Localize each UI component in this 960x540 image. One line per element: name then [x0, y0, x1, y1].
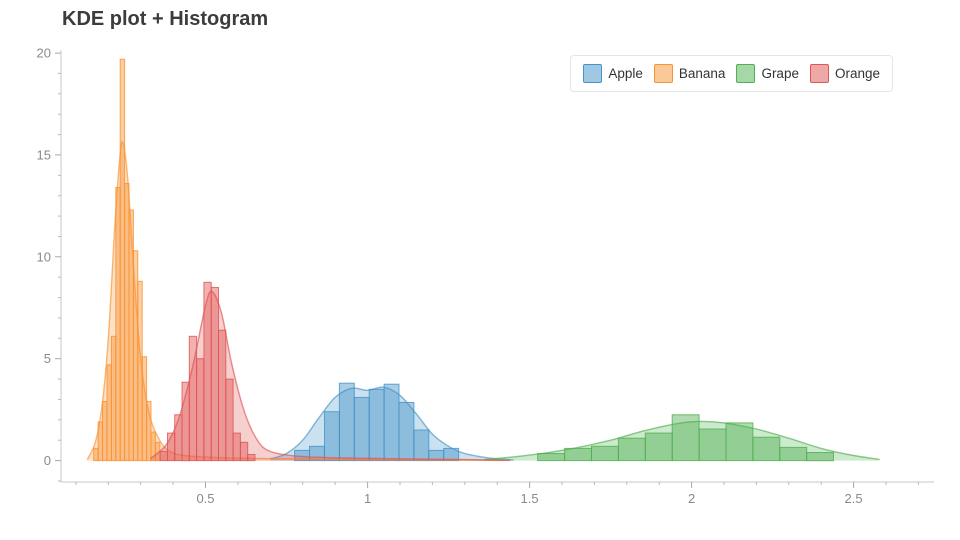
y-tick-label: 10	[37, 249, 51, 264]
x-tick-label: 0.5	[196, 491, 214, 506]
histogram-bar	[698, 428, 727, 462]
kde-curve-banana	[86, 141, 504, 462]
legend-item-orange[interactable]: Orange	[809, 64, 880, 83]
histogram-bar	[225, 378, 234, 462]
y-tick-label: 5	[44, 351, 51, 366]
y-tick-label: 0	[44, 453, 51, 468]
kde-area-orange	[150, 291, 511, 461]
histogram-bar	[725, 422, 754, 462]
legend-label: Apple	[608, 66, 643, 81]
legend-item-banana[interactable]: Banana	[653, 64, 726, 83]
legend-swatch-apple	[583, 64, 603, 83]
axes: 0.5 1 1.5 2 2.5 0 5 10 15 20	[37, 46, 934, 506]
series-banana	[86, 58, 504, 462]
y-tick-label: 15	[37, 147, 51, 162]
legend-swatch-orange	[809, 64, 829, 83]
histogram-bars-apple	[294, 382, 460, 462]
x-tick-label: 1	[364, 491, 371, 506]
legend: Apple Banana Grape Orange	[570, 55, 893, 92]
legend-item-grape[interactable]: Grape	[736, 64, 799, 83]
histogram-bar	[146, 401, 152, 462]
legend-label: Grape	[761, 66, 799, 81]
series-apple	[270, 382, 514, 462]
kde-area-apple	[270, 387, 514, 461]
histogram-bar	[806, 452, 834, 462]
histogram-bars-orange	[159, 281, 256, 462]
x-tick-label: 2	[688, 491, 695, 506]
histogram-bar	[413, 429, 430, 462]
x-tick-label: 2.5	[845, 491, 863, 506]
kde-area-grape	[484, 421, 880, 461]
kde-curve-grape	[484, 420, 880, 461]
histogram-bar	[239, 441, 249, 462]
y-tick-label: 20	[37, 46, 51, 61]
legend-swatch-banana	[653, 64, 673, 83]
legend-swatch-grape	[736, 64, 756, 83]
histogram-bar	[671, 414, 700, 462]
kde-curve-apple	[270, 386, 514, 461]
histogram-bar	[247, 454, 256, 462]
legend-item-apple[interactable]: Apple	[583, 64, 643, 83]
legend-label: Orange	[834, 66, 880, 81]
series-grape	[484, 414, 880, 462]
series-orange	[149, 281, 511, 462]
x-tick-label: 1.5	[521, 491, 539, 506]
histogram-bars-banana	[93, 58, 161, 462]
kde-area-banana	[87, 141, 504, 461]
histogram-bars-grape	[537, 414, 834, 462]
chart-title: KDE plot + Histogram	[62, 8, 269, 30]
histogram-bar	[644, 432, 673, 462]
legend-label: Banana	[678, 66, 726, 81]
kde-curve-orange	[149, 290, 511, 462]
